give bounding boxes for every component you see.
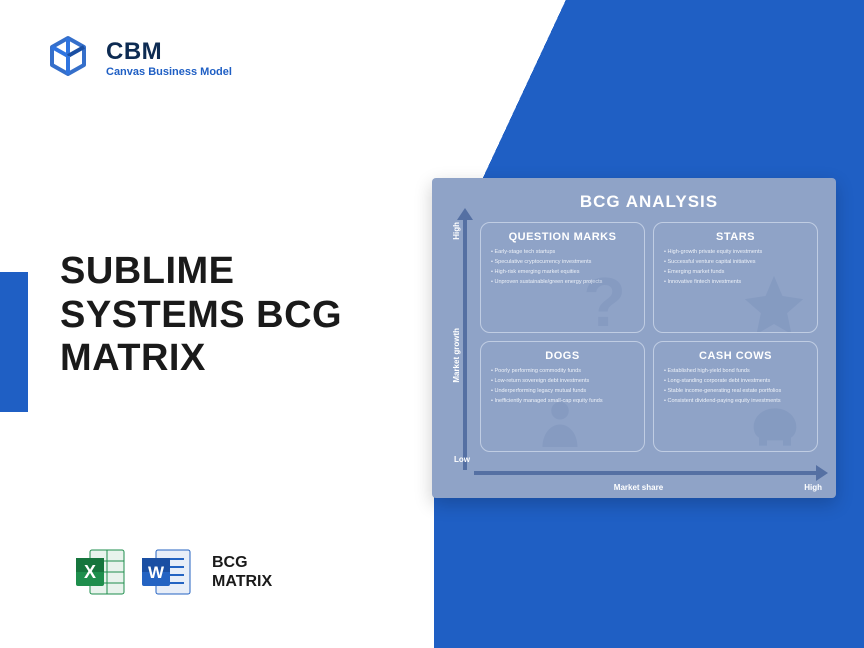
list-item: Established high-yield bond funds — [664, 368, 807, 375]
y-axis-arrow-icon — [457, 208, 473, 220]
list-item: High-risk emerging market equities — [491, 269, 634, 276]
list-item: Successful venture capital initiatives — [664, 259, 807, 266]
quadrant-title: CASH COWS — [664, 350, 807, 362]
quadrant-cash-cows: CASH COWS Established high-yield bond fu… — [653, 341, 818, 452]
x-axis — [474, 466, 820, 480]
format-line1: BCG — [212, 553, 272, 572]
list-item: Inefficiently managed small-cap equity f… — [491, 398, 634, 405]
y-axis-line — [463, 216, 467, 470]
quadrant-title: QUESTION MARKS — [491, 231, 634, 243]
svg-text:W: W — [148, 563, 165, 582]
quadrant-stars: STARS High-growth private equity investm… — [653, 222, 818, 333]
list-item: Long-standing corporate debt investments — [664, 378, 807, 385]
quadrant-items: High-growth private equity investments Su… — [664, 249, 807, 287]
list-item: Consistent dividend-paying equity invest… — [664, 398, 807, 405]
y-axis-low-label: Low — [454, 455, 470, 464]
x-axis-arrow-icon — [816, 465, 828, 481]
list-item: Poorly performing commodity funds — [491, 368, 634, 375]
bcg-title: BCG ANALYSIS — [480, 192, 818, 212]
list-item: High-growth private equity investments — [664, 249, 807, 256]
quadrant-items: Early-stage tech startups Speculative cry… — [491, 249, 634, 287]
logo-area: CBM Canvas Business Model — [44, 34, 232, 82]
list-item: Stable income-generating real estate por… — [664, 388, 807, 395]
list-item: Innovative fintech investments — [664, 279, 807, 286]
page-title: SUBLIME SYSTEMS BCG MATRIX — [60, 250, 420, 381]
quadrant-items: Poorly performing commodity funds Low-ret… — [491, 368, 634, 406]
left-accent-bar — [0, 272, 28, 412]
x-axis-label: Market share — [614, 483, 663, 492]
list-item: Unproven sustainable/green energy projec… — [491, 279, 634, 286]
quadrant-title: STARS — [664, 231, 807, 243]
y-axis-label: Market growth — [452, 328, 461, 383]
list-item: Early-stage tech startups — [491, 249, 634, 256]
quadrant-question-marks: ? QUESTION MARKS Early-stage tech startu… — [480, 222, 645, 333]
quadrant-dogs: DOGS Poorly performing commodity funds Lo… — [480, 341, 645, 452]
bcg-analysis-panel: BCG ANALYSIS High Market growth Low Mark… — [432, 178, 836, 498]
x-axis-line — [474, 471, 820, 475]
list-item: Low-return sovereign debt investments — [491, 378, 634, 385]
logo-title: CBM — [106, 38, 232, 66]
list-item: Emerging market funds — [664, 269, 807, 276]
format-label: BCG MATRIX — [212, 553, 272, 591]
excel-icon: X — [72, 544, 128, 600]
cbm-logo-icon — [44, 34, 92, 82]
quadrant-items: Established high-yield bond funds Long-st… — [664, 368, 807, 406]
list-item: Underperforming legacy mutual funds — [491, 388, 634, 395]
y-axis-high-label: High — [452, 222, 461, 240]
svg-text:X: X — [84, 562, 96, 582]
list-item: Speculative cryptocurrency investments — [491, 259, 634, 266]
quadrant-title: DOGS — [491, 350, 634, 362]
file-format-area: X W BCG MATRIX — [72, 544, 272, 600]
bcg-grid: ? QUESTION MARKS Early-stage tech startu… — [480, 222, 818, 452]
logo-subtitle: Canvas Business Model — [106, 66, 232, 78]
logo-text: CBM Canvas Business Model — [106, 38, 232, 78]
x-axis-high-label: High — [804, 483, 822, 492]
format-line2: MATRIX — [212, 572, 272, 591]
word-icon: W — [138, 544, 194, 600]
slide-canvas: CBM Canvas Business Model SUBLIME SYSTEM… — [0, 0, 864, 648]
